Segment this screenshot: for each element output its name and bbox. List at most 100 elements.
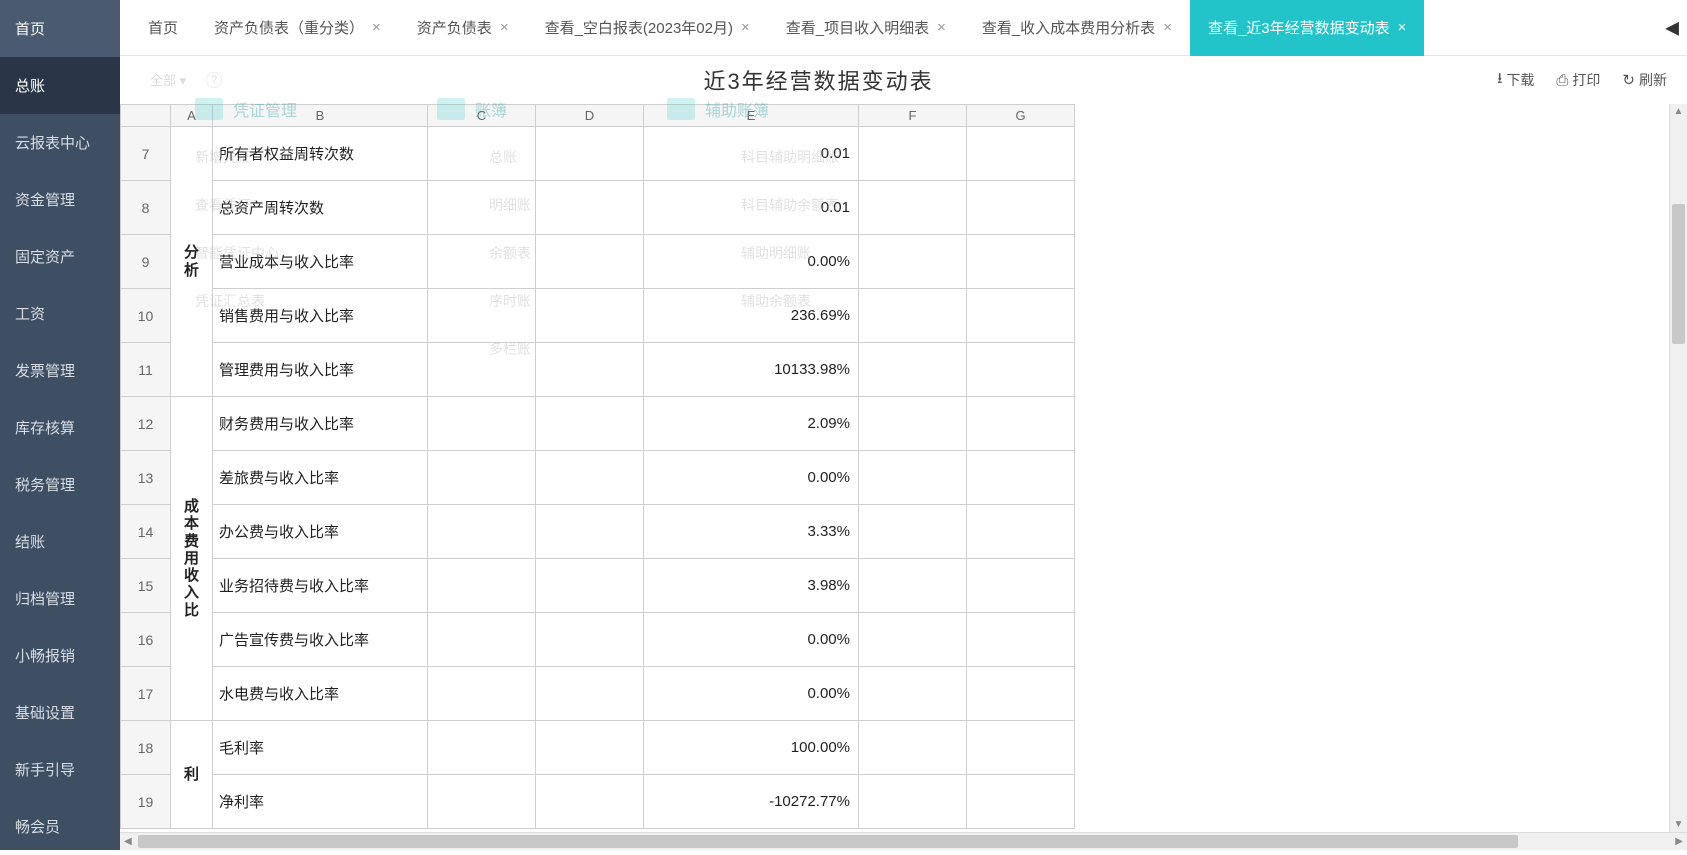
row-header[interactable]: 18 [121, 721, 171, 775]
refresh-button[interactable]: ↻刷新 [1622, 68, 1667, 93]
close-icon[interactable]: × [1163, 19, 1172, 36]
tab[interactable]: 首页 [130, 0, 196, 56]
metric-name-cell[interactable]: 差旅费与收入比率 [213, 451, 428, 505]
cell[interactable] [536, 775, 644, 829]
cell[interactable] [859, 181, 967, 235]
sidebar-item[interactable]: 新手引导 [0, 741, 120, 798]
column-header[interactable]: F [859, 105, 967, 127]
tab-scroll-left-icon[interactable]: ◀ [1665, 17, 1679, 38]
sidebar-item[interactable]: 发票管理 [0, 342, 120, 399]
metric-name-cell[interactable]: 业务招待费与收入比率 [213, 559, 428, 613]
scroll-left-icon[interactable]: ◀ [124, 833, 132, 850]
row-header[interactable]: 7 [121, 127, 171, 181]
sidebar-item[interactable]: 首页 [0, 0, 120, 57]
cell[interactable] [859, 451, 967, 505]
tab[interactable]: 资产负债表× [399, 0, 527, 56]
cell[interactable] [428, 397, 536, 451]
tab[interactable]: 查看_项目收入明细表× [768, 0, 964, 56]
cell[interactable] [859, 505, 967, 559]
column-header[interactable]: B [213, 105, 428, 127]
sidebar-item[interactable]: 云报表中心 [0, 114, 120, 171]
cell[interactable] [967, 343, 1075, 397]
sidebar-item[interactable]: 归档管理 [0, 570, 120, 627]
sidebar-item[interactable]: 工资 [0, 285, 120, 342]
row-header[interactable]: 12 [121, 397, 171, 451]
cell[interactable] [428, 181, 536, 235]
cell[interactable] [859, 775, 967, 829]
metric-name-cell[interactable]: 财务费用与收入比率 [213, 397, 428, 451]
vertical-scrollbar[interactable]: ▲ ▼ [1669, 104, 1687, 832]
cell[interactable] [536, 289, 644, 343]
sidebar-item[interactable]: 库存核算 [0, 399, 120, 456]
row-header[interactable]: 15 [121, 559, 171, 613]
cell[interactable] [428, 667, 536, 721]
metric-name-cell[interactable]: 毛利率 [213, 721, 428, 775]
metric-name-cell[interactable]: 销售费用与收入比率 [213, 289, 428, 343]
cell[interactable] [859, 559, 967, 613]
tab[interactable]: 查看_空白报表(2023年02月)× [527, 0, 768, 56]
row-header[interactable]: 16 [121, 613, 171, 667]
cell[interactable] [536, 559, 644, 613]
cell[interactable] [536, 397, 644, 451]
cell[interactable] [428, 235, 536, 289]
value-cell[interactable]: 0.00% [644, 613, 859, 667]
cell[interactable] [859, 721, 967, 775]
cell[interactable] [428, 721, 536, 775]
category-cell[interactable]: 利 [171, 721, 213, 829]
value-cell[interactable]: 3.33% [644, 505, 859, 559]
cell[interactable] [859, 289, 967, 343]
cell[interactable] [536, 505, 644, 559]
value-cell[interactable]: 2.09% [644, 397, 859, 451]
cell[interactable] [859, 235, 967, 289]
close-icon[interactable]: × [372, 19, 381, 36]
metric-name-cell[interactable]: 水电费与收入比率 [213, 667, 428, 721]
hscroll-thumb[interactable] [138, 835, 1518, 848]
spreadsheet[interactable]: ABCDEFG7分析所有者权益周转次数0.018总资产周转次数0.019营业成本… [120, 104, 1669, 832]
cell[interactable] [428, 127, 536, 181]
value-cell[interactable]: 0.01 [644, 127, 859, 181]
column-header[interactable]: E [644, 105, 859, 127]
row-header[interactable]: 14 [121, 505, 171, 559]
cell[interactable] [536, 451, 644, 505]
cell[interactable] [536, 721, 644, 775]
cell[interactable] [536, 181, 644, 235]
sidebar-item[interactable]: 小畅报销 [0, 627, 120, 684]
row-header[interactable]: 17 [121, 667, 171, 721]
metric-name-cell[interactable]: 管理费用与收入比率 [213, 343, 428, 397]
value-cell[interactable]: 100.00% [644, 721, 859, 775]
close-icon[interactable]: × [741, 19, 750, 36]
metric-name-cell[interactable]: 所有者权益周转次数 [213, 127, 428, 181]
close-icon[interactable]: × [1398, 19, 1407, 36]
value-cell[interactable]: -10272.77% [644, 775, 859, 829]
cell[interactable] [967, 127, 1075, 181]
scroll-down-icon[interactable]: ▼ [1670, 819, 1687, 830]
cell[interactable] [536, 667, 644, 721]
close-icon[interactable]: × [500, 19, 509, 36]
cell[interactable] [967, 235, 1075, 289]
tab[interactable]: 查看_收入成本费用分析表× [964, 0, 1190, 56]
scroll-thumb[interactable] [1672, 204, 1685, 344]
metric-name-cell[interactable]: 总资产周转次数 [213, 181, 428, 235]
tab[interactable]: 资产负债表（重分类）× [196, 0, 399, 56]
cell[interactable] [859, 343, 967, 397]
tab[interactable]: 查看_近3年经营数据变动表× [1190, 0, 1424, 56]
cell[interactable] [536, 235, 644, 289]
sidebar-item[interactable]: 畅会员 [0, 798, 120, 855]
cell[interactable] [428, 289, 536, 343]
sidebar-item[interactable]: 总账 [0, 57, 120, 114]
column-header[interactable]: G [967, 105, 1075, 127]
cell[interactable] [967, 505, 1075, 559]
cell[interactable] [428, 613, 536, 667]
scroll-up-icon[interactable]: ▲ [1670, 106, 1687, 117]
cell[interactable] [428, 775, 536, 829]
column-header[interactable]: D [536, 105, 644, 127]
value-cell[interactable]: 10133.98% [644, 343, 859, 397]
value-cell[interactable]: 3.98% [644, 559, 859, 613]
cell[interactable] [428, 343, 536, 397]
download-button[interactable]: ⭳下载 [1497, 68, 1534, 93]
cell[interactable] [428, 505, 536, 559]
row-header[interactable]: 11 [121, 343, 171, 397]
cell[interactable] [967, 667, 1075, 721]
cell[interactable] [967, 397, 1075, 451]
value-cell[interactable]: 0.01 [644, 181, 859, 235]
